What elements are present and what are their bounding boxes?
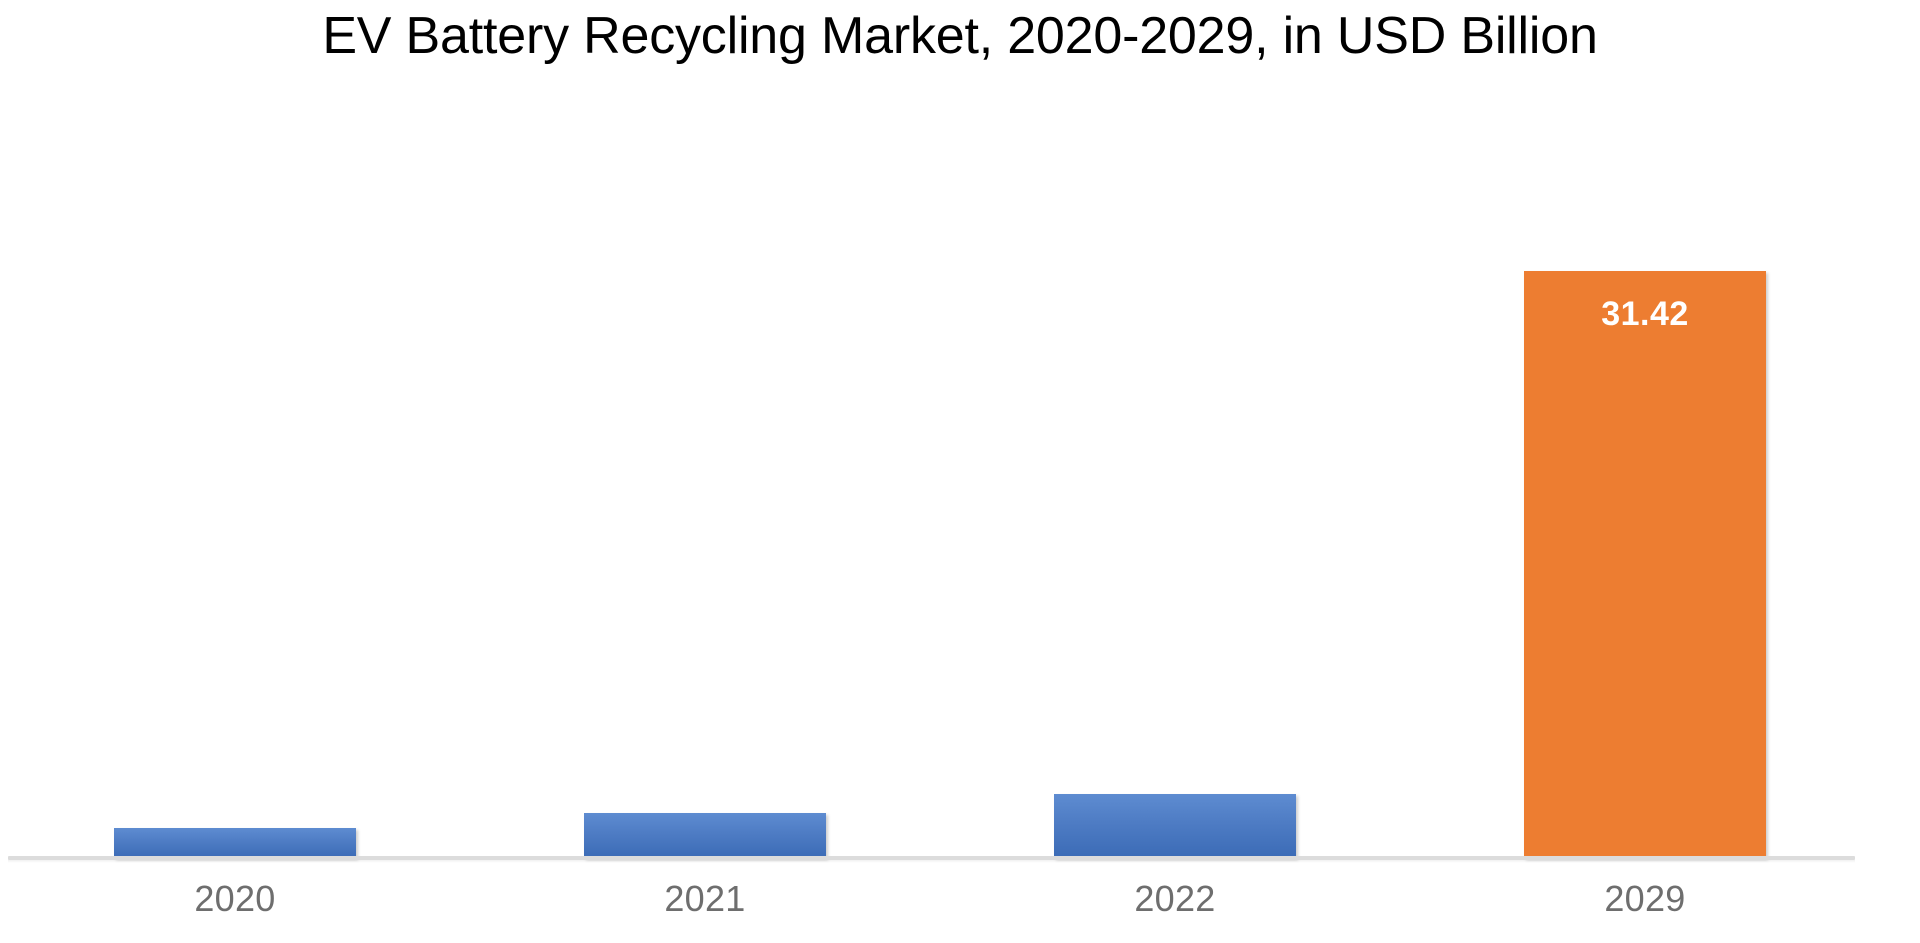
bar-slot-2029: 31.42: [1410, 0, 1880, 858]
bar-slot-2022: [940, 0, 1410, 858]
bars-layer: 31.42: [0, 0, 1880, 858]
bar-2020[interactable]: [114, 828, 356, 858]
bar-2029[interactable]: 31.42: [1524, 271, 1766, 858]
category-label-2020: 2020: [194, 878, 276, 919]
x-axis-baseline: [8, 856, 1855, 860]
bar-slot-2021: [470, 0, 940, 858]
category-axis-labels: 2020 2021 2022 2029: [0, 878, 1920, 943]
bar-slot-2020: [0, 0, 470, 858]
category-label-2022: 2022: [1134, 878, 1216, 919]
chart-title: EV Battery Recycling Market, 2020-2029, …: [322, 7, 1598, 65]
bar-2022[interactable]: [1054, 794, 1296, 858]
x-axis-baseline-shadow: [8, 860, 1855, 863]
category-label-2021: 2021: [664, 878, 746, 919]
bar-value-label-2029: 31.42: [1601, 295, 1689, 333]
category-label-2029: 2029: [1604, 878, 1686, 919]
bar-2021[interactable]: [584, 813, 826, 858]
